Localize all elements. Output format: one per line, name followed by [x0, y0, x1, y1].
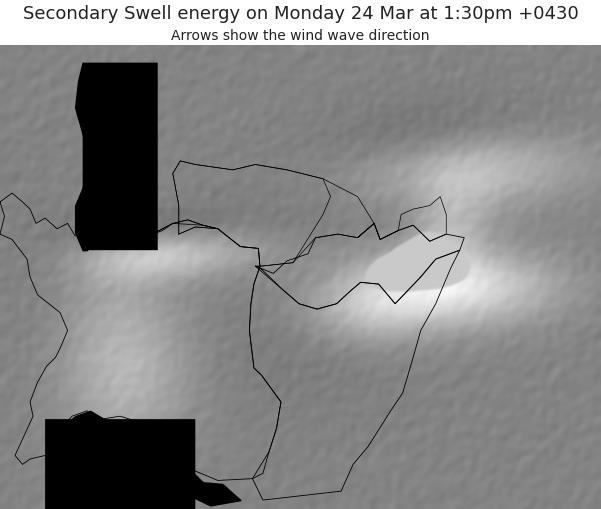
- Text: Secondary Swell energy on Monday 24 Mar at 1:30pm +0430: Secondary Swell energy on Monday 24 Mar …: [23, 5, 578, 23]
- Text: Arrows show the wind wave direction: Arrows show the wind wave direction: [171, 29, 430, 43]
